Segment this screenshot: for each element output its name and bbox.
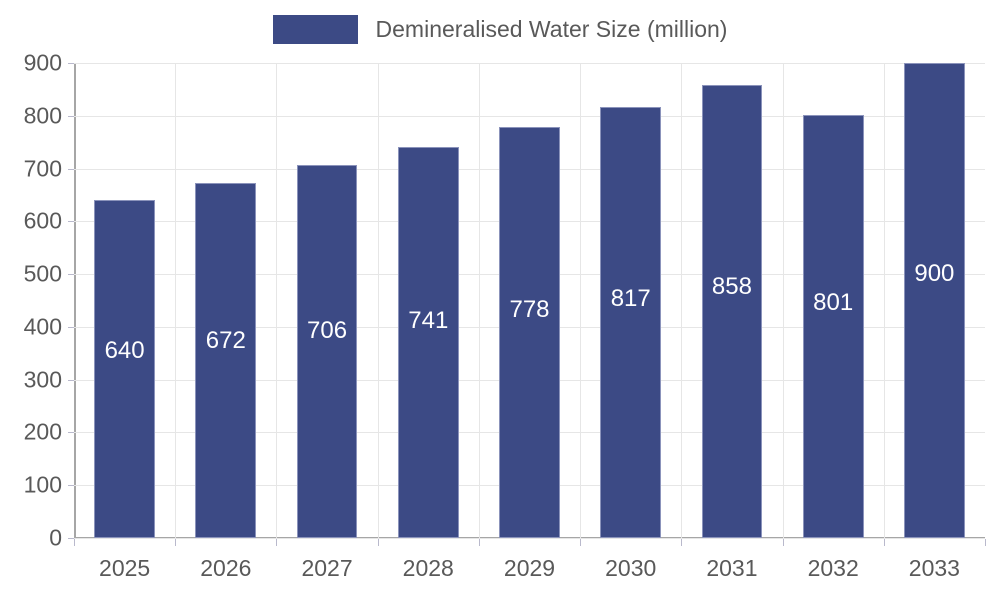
bar[interactable] (802, 115, 864, 538)
bar-value-label: 778 (509, 296, 550, 324)
x-axis-tick-mark (985, 539, 986, 546)
legend-swatch-icon (272, 14, 358, 44)
y-axis-tick-mark (68, 432, 74, 434)
x-axis-tick-label: 2030 (605, 555, 657, 581)
bar-value-label: 900 (914, 260, 955, 288)
gridline-vertical (883, 63, 885, 538)
gridline-horizontal (74, 63, 985, 64)
gridline-vertical (478, 63, 480, 538)
x-axis-tick-mark (883, 539, 885, 546)
x-axis-tick-label: 2029 (503, 555, 556, 581)
bar[interactable] (195, 183, 257, 538)
x-axis-tick-mark (478, 539, 480, 546)
bar-value-label: 801 (813, 289, 854, 317)
y-axis-tick-label: 0 (49, 524, 62, 551)
y-axis-tick-label: 600 (23, 207, 62, 234)
gridline-vertical (580, 63, 582, 538)
gridline-vertical (782, 63, 784, 538)
x-axis-tick-mark (580, 539, 582, 546)
bar-value-label: 706 (307, 317, 348, 345)
bar-value-label: 741 (408, 306, 449, 334)
bar[interactable] (904, 63, 965, 538)
gridline-vertical (175, 63, 177, 538)
y-axis-tick-label: 300 (23, 366, 62, 393)
y-axis-tick-mark (68, 115, 74, 117)
bar[interactable] (296, 165, 358, 538)
y-axis-tick-label: 200 (23, 418, 62, 445)
y-axis-tick-label: 700 (23, 155, 62, 182)
bar[interactable] (701, 85, 763, 538)
y-axis-tick-mark (68, 221, 74, 223)
y-axis-tick-mark (68, 379, 74, 381)
gridline-vertical (377, 63, 379, 538)
y-axis-tick-mark (68, 63, 74, 64)
gridline-vertical (276, 63, 278, 538)
y-axis-spine (74, 63, 76, 539)
y-axis-tick-label: 100 (23, 471, 62, 498)
x-axis-tick-mark (175, 539, 177, 546)
x-axis-tick-label: 2028 (402, 555, 454, 581)
x-axis-tick-label: 2027 (301, 555, 353, 581)
bar-value-label: 672 (205, 327, 246, 355)
x-axis-tick-label: 2033 (908, 555, 960, 581)
x-axis-tick-mark (681, 539, 683, 546)
y-axis-tick-mark (68, 326, 74, 328)
bar[interactable] (94, 200, 155, 538)
legend-item-label: Demineralised Water Size (million) (375, 15, 728, 42)
y-axis-tick-mark (68, 274, 74, 276)
y-axis-tick-mark (68, 168, 74, 170)
y-axis-tick-label: 400 (23, 313, 62, 340)
x-axis-tick-mark (74, 539, 75, 546)
plot-area: 640 672 706 741 778 817 858 801 900 (74, 63, 985, 539)
bar[interactable] (499, 127, 560, 538)
gridline-horizontal (74, 538, 985, 539)
bar-value-label: 640 (104, 336, 145, 364)
x-axis-tick-label: 2032 (807, 555, 859, 581)
x-axis-tick-label: 2031 (706, 555, 758, 581)
bar-value-label: 817 (610, 284, 651, 312)
y-axis-tick-mark (68, 538, 74, 539)
bar[interactable] (600, 106, 662, 538)
x-axis-tick-mark (782, 539, 784, 546)
gridline-horizontal (74, 115, 985, 117)
chart-legend: Demineralised Water Size (million) (0, 0, 1000, 58)
x-axis-tick-label: 2026 (200, 555, 252, 581)
y-axis-tick-label: 500 (23, 260, 62, 287)
x-axis-tick-mark (377, 539, 379, 546)
y-axis-tick-label: 900 (23, 49, 62, 76)
x-axis-tick-label: 2025 (99, 555, 151, 581)
gridline-vertical (681, 63, 683, 538)
y-axis-tick-mark (68, 485, 74, 487)
legend-item-demineralised-water-size[interactable]: Demineralised Water Size (million) (272, 14, 728, 44)
bar[interactable] (397, 146, 459, 538)
x-axis-tick-mark (276, 539, 278, 546)
y-axis-tick-label: 800 (23, 102, 62, 129)
bar-value-label: 858 (711, 272, 752, 300)
